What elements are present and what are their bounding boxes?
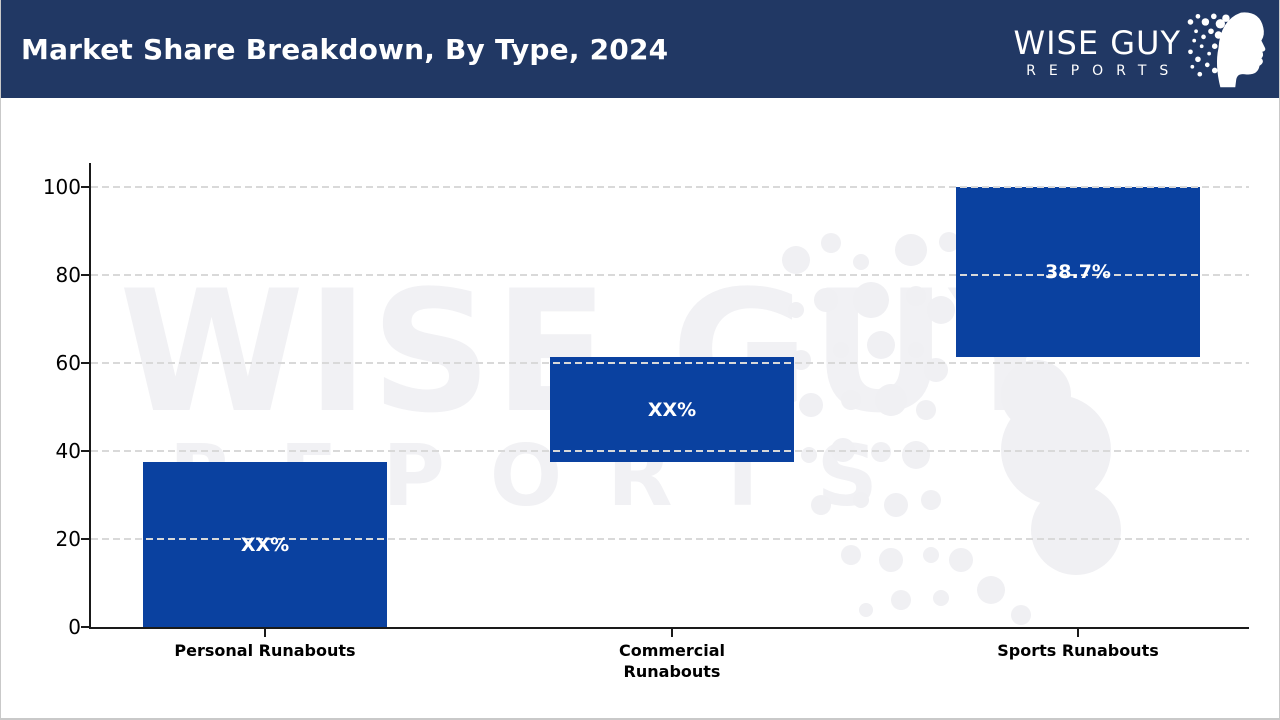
x-category-label: Sports Runabouts — [997, 641, 1159, 660]
y-tick-60 — [81, 362, 89, 364]
bar-value-label: XX% — [647, 398, 697, 421]
bar-sports-runabouts — [956, 187, 1200, 357]
logo-text: WISE GUY REPORTS — [1013, 26, 1181, 79]
y-tick-label-0: 0 — [68, 615, 81, 639]
y-tick-100 — [81, 186, 89, 188]
gridline-y20 — [91, 538, 1249, 540]
y-axis-line — [89, 163, 91, 629]
x-tick-1 — [671, 629, 673, 637]
y-tick-40 — [81, 450, 89, 452]
bar-value-label: XX% — [240, 533, 290, 556]
header-bar: Market Share Breakdown, By Type, 2024 WI… — [1, 0, 1279, 98]
y-tick-label-40: 40 — [55, 439, 81, 463]
y-tick-80 — [81, 274, 89, 276]
wise-guy-reports-logo: WISE GUY REPORTS — [1013, 6, 1267, 92]
x-tick-0 — [264, 629, 266, 637]
y-tick-label-80: 80 — [55, 263, 81, 287]
y-tick-label-60: 60 — [55, 351, 81, 375]
logo-wordmark: WISE GUY — [1013, 23, 1181, 62]
gridline-y60 — [91, 362, 1249, 364]
gridline-y80 — [91, 274, 1249, 276]
x-category-label: Personal Runabouts — [174, 641, 356, 660]
page-title: Market Share Breakdown, By Type, 2024 — [21, 32, 669, 66]
logo-face-icon — [1187, 12, 1266, 88]
gridline-y100 — [91, 186, 1249, 188]
y-tick-0 — [81, 626, 89, 628]
bar-value-label: 38.7% — [1045, 261, 1111, 283]
logo-subtitle: REPORTS — [1026, 62, 1182, 79]
x-axis-line — [89, 627, 1249, 629]
y-tick-20 — [81, 538, 89, 540]
y-tick-label-100: 100 — [42, 175, 81, 199]
bar-commercial-runabouts — [550, 357, 794, 462]
x-tick-2 — [1077, 629, 1079, 637]
bar-personal-runabouts — [143, 462, 387, 627]
x-category-label: Commercial Runabouts — [618, 641, 726, 681]
y-tick-label-20: 20 — [55, 527, 81, 551]
gridline-y40 — [91, 450, 1249, 452]
